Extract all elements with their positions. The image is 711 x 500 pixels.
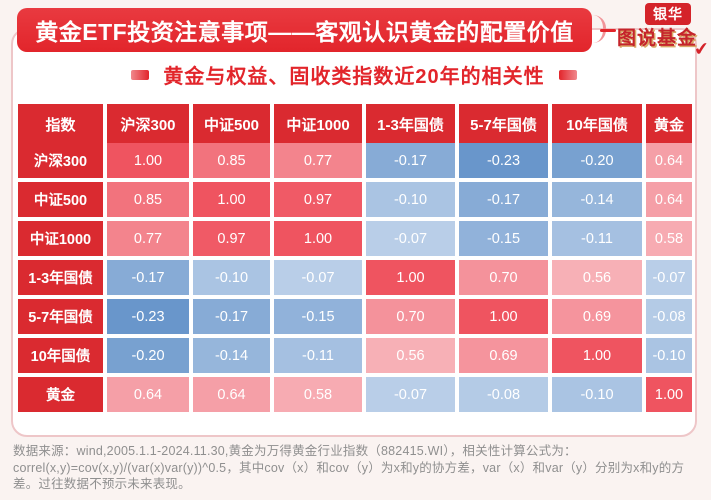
correlation-cell: 0.69 [459,338,548,373]
row-header: 中证500 [18,182,103,217]
correlation-cell: -0.08 [459,377,548,412]
correlation-cell: -0.23 [459,143,548,178]
correlation-cell: 0.85 [193,143,270,178]
correlation-cell: 0.77 [274,143,362,178]
correlation-cell: -0.10 [193,260,270,295]
correlation-cell: 0.56 [366,338,455,373]
page-title: 黄金ETF投资注意事项——客观认识黄金的配置价值 [35,19,574,45]
correlation-cell: -0.07 [366,221,455,256]
correlation-cell: -0.17 [193,299,270,334]
correlation-cell: 1.00 [646,377,692,412]
correlation-cell: 1.00 [274,221,362,256]
correlation-cell: -0.07 [646,260,692,295]
correlation-table: 指数 沪深300 中证500 中证1000 1-3年国债 5-7年国债 10年国债 黄金 沪深3… [18,104,692,412]
correlation-cell: 0.77 [107,221,189,256]
correlation-cell: 1.00 [459,299,548,334]
logo-series-name: 图说基金 [616,28,697,49]
correlation-cell: -0.10 [646,338,692,373]
correlation-cell: 0.64 [107,377,189,412]
correlation-cell: 0.97 [193,221,270,256]
correlation-cell: 1.00 [193,182,270,217]
correlation-cell: -0.14 [193,338,270,373]
correlation-cell: 0.58 [274,377,362,412]
correlation-cell: -0.20 [107,338,189,373]
correlation-cell: 0.85 [107,182,189,217]
correlation-cell: 1.00 [552,338,642,373]
correlation-cell: -0.17 [366,143,455,178]
yinhua-logo: 银华 图说基金 ✔ [609,3,710,60]
subtitle-marker-left-icon [131,69,150,80]
column-header: 1-3年国债 [366,104,455,145]
correlation-cell: -0.11 [552,221,642,256]
correlation-cell: -0.20 [552,143,642,178]
column-header: 10年国债 [552,104,642,145]
correlation-cell: -0.17 [107,260,189,295]
column-header: 中证1000 [274,104,362,145]
correlation-cell: -0.07 [366,377,455,412]
data-source-note: 数据来源：wind,2005.1.1-2024.11.30,黄金为万得黄金行业指… [13,444,685,491]
row-header: 中证1000 [18,221,103,256]
correlation-cell: 0.70 [459,260,548,295]
correlation-cell: 0.64 [193,377,270,412]
correlation-cell: -0.17 [459,182,548,217]
correlation-cell: -0.14 [552,182,642,217]
correlation-cell: -0.15 [274,299,362,334]
checkmark-icon: ✔ [692,38,710,60]
content-panel: 黄金与权益、固收类指数近20年的相关性 指数 沪深300 中证500 中证1000 1-… [11,28,697,437]
correlation-cell: 0.56 [552,260,642,295]
banner-tail-line [600,29,616,32]
correlation-cell: -0.10 [552,377,642,412]
column-header: 5-7年国债 [459,104,548,145]
correlation-cell: 0.97 [274,182,362,217]
subtitle-text: 黄金与权益、固收类指数近20年的相关性 [163,66,545,88]
corner-header: 指数 [18,104,103,145]
column-header: 黄金 [646,104,692,145]
correlation-cell: 0.64 [646,182,692,217]
correlation-cell: -0.07 [274,260,362,295]
correlation-cell: 1.00 [366,260,455,295]
correlation-cell: 0.64 [646,143,692,178]
correlation-cell: 0.69 [552,299,642,334]
correlation-cell: -0.23 [107,299,189,334]
row-header: 10年国债 [18,338,103,373]
section-subtitle: 黄金与权益、固收类指数近20年的相关性 [13,60,695,89]
row-header: 黄金 [18,377,103,412]
correlation-cell: 0.58 [646,221,692,256]
row-header: 5-7年国债 [18,299,103,334]
correlation-cell: -0.10 [366,182,455,217]
column-header: 沪深300 [107,104,189,145]
correlation-cell: -0.11 [274,338,362,373]
subtitle-marker-right-icon [558,69,577,80]
correlation-cell: -0.08 [646,299,692,334]
correlation-cell: 1.00 [107,143,189,178]
row-header: 1-3年国债 [18,260,103,295]
correlation-cell: -0.15 [459,221,548,256]
logo-yinhua-badge: 银华 [645,3,691,25]
row-header: 沪深300 [18,143,103,178]
title-banner: 黄金ETF投资注意事项——客观认识黄金的配置价值 [17,8,592,52]
correlation-cell: 0.70 [366,299,455,334]
column-header: 中证500 [193,104,270,145]
